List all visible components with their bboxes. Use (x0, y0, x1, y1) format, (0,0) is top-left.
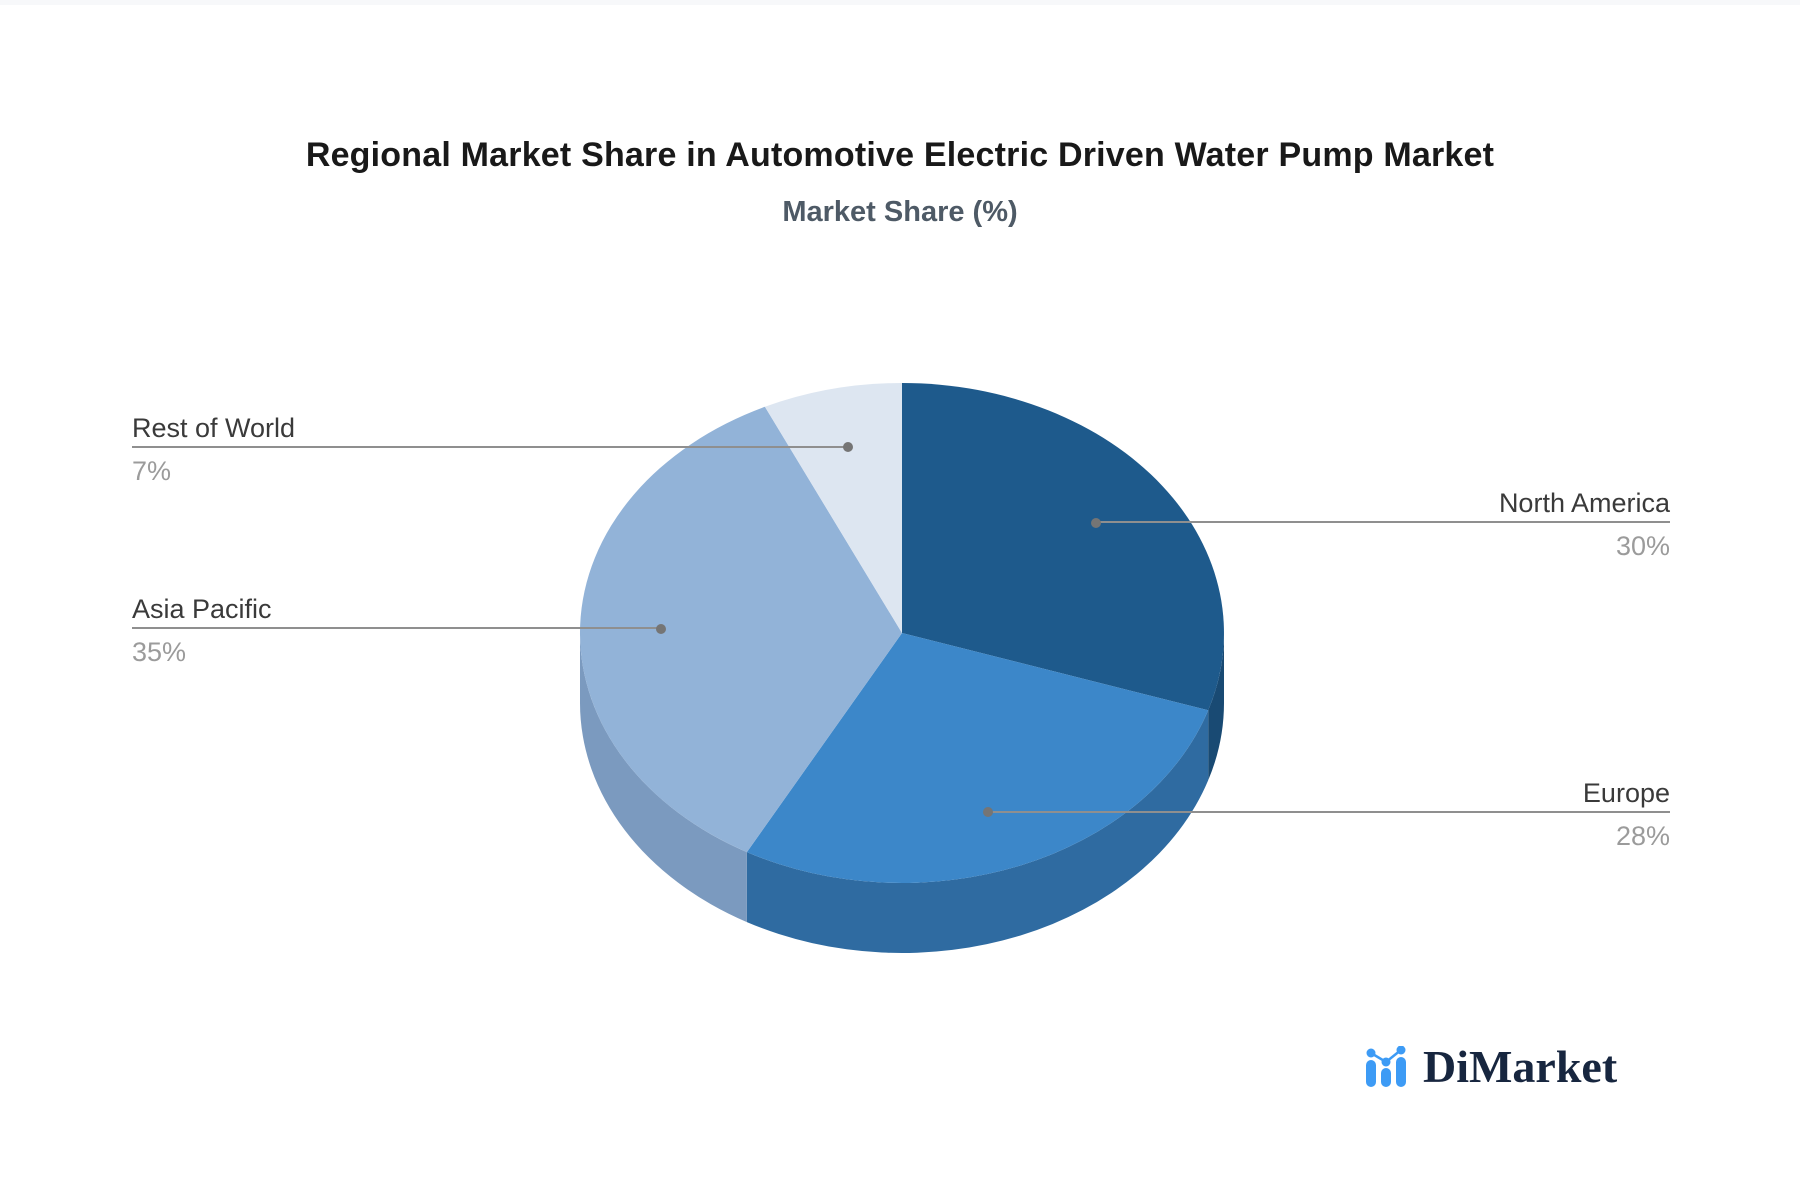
pie-slice-north-america (902, 383, 1224, 711)
slice-value: 7% (132, 456, 172, 486)
callout-rest-of-world: Rest of World 7% (132, 412, 295, 487)
leader-dot-asia-pacific (656, 624, 666, 634)
slice-label: Europe (1582, 778, 1670, 808)
bar-chart-logo-icon (1366, 1046, 1406, 1087)
dimarket-logo-text: DiMarket (1423, 1041, 1618, 1092)
dimarket-logo: DiMarket (1364, 1044, 1617, 1092)
leader-dot-north-america (1091, 518, 1101, 528)
chart-subtitle: Market Share (%) (782, 196, 1018, 228)
chart-title: Regional Market Share in Automotive Elec… (305, 136, 1495, 174)
callout-north-america: North America 30% (1499, 487, 1670, 562)
page-top-strip (0, 0, 1800, 5)
slice-label: North America (1498, 488, 1670, 518)
slice-value: 28% (1615, 821, 1670, 851)
callout-asia-pacific: Asia Pacific 35% (132, 593, 272, 668)
pie-side-asia-pacific (579, 633, 747, 923)
pie-slice-rest-of-world (764, 383, 902, 633)
slice-value: 30% (1615, 531, 1670, 561)
slice-label: Asia Pacific (132, 594, 272, 624)
leader-dot-rest-of-world (843, 442, 853, 452)
leader-dot-europe (983, 807, 993, 817)
pie-slice-europe (746, 633, 1209, 884)
slice-label: Rest of World (132, 413, 296, 443)
slice-value: 35% (132, 637, 187, 667)
pie-side-north-america (1208, 633, 1224, 781)
pie-slice-asia-pacific (579, 406, 902, 853)
pie-side-europe (746, 710, 1209, 954)
callout-europe: Europe 28% (1583, 777, 1670, 852)
